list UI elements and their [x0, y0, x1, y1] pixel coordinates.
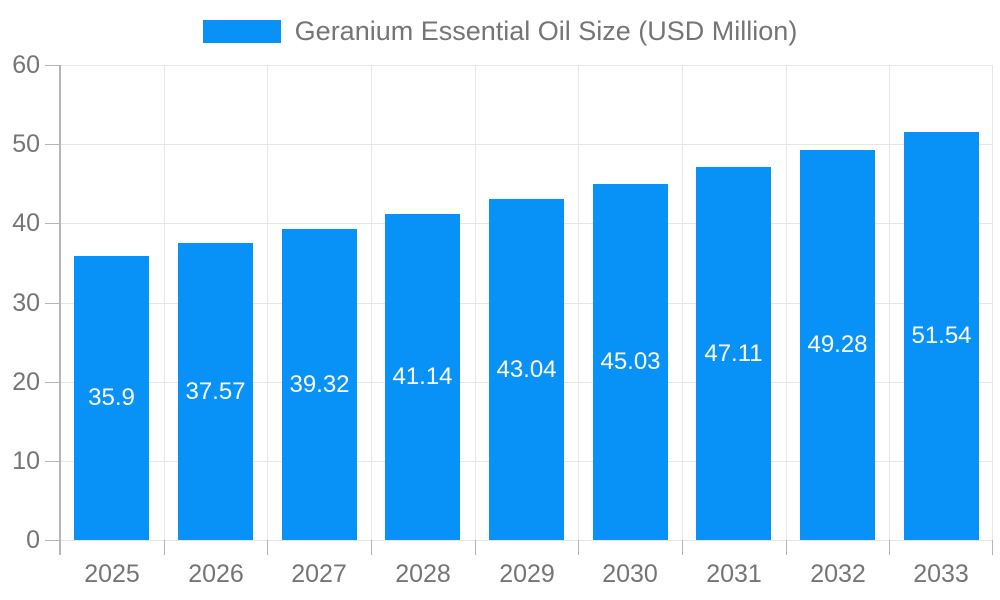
- bar-value-label: 37.57: [185, 377, 246, 405]
- y-axis-tick: [45, 461, 60, 462]
- x-axis-tick: [889, 540, 890, 555]
- x-axis-label: 2033: [913, 560, 969, 588]
- y-axis-label: 40: [12, 209, 40, 237]
- x-axis-label: 2026: [188, 560, 244, 588]
- x-axis-tick: [682, 540, 683, 555]
- x-axis-tick: [371, 540, 372, 555]
- x-axis-label: 2029: [499, 560, 555, 588]
- y-axis-label: 0: [26, 526, 40, 554]
- bar-value-label: 45.03: [600, 348, 661, 375]
- gridline-vertical: [475, 65, 476, 540]
- x-axis-tick: [992, 540, 993, 555]
- x-axis-label: 2030: [602, 560, 658, 588]
- y-axis-label: 30: [12, 289, 40, 317]
- bar-2025[interactable]: 35.9: [74, 256, 149, 540]
- legend-swatch: [202, 19, 281, 43]
- gridline-horizontal: [60, 540, 993, 541]
- bar-2032[interactable]: 49.28: [800, 150, 875, 540]
- x-axis-tick: [164, 540, 165, 555]
- bar-value-label: 47.11: [704, 339, 763, 367]
- gridline-vertical: [682, 65, 683, 540]
- bar-2033[interactable]: 51.54: [904, 132, 979, 540]
- bar-2026[interactable]: 37.57: [178, 243, 253, 540]
- bar-value-label: 49.28: [807, 331, 868, 358]
- legend[interactable]: Geranium Essential Oil Size (USD Million…: [0, 16, 1000, 46]
- gridline-vertical: [786, 65, 787, 540]
- gridline-vertical: [371, 65, 372, 540]
- bar-value-label: 43.04: [496, 355, 557, 383]
- bar-value-label: 39.32: [289, 370, 350, 398]
- gridline-vertical: [578, 65, 579, 540]
- bar-2031[interactable]: 47.11: [696, 167, 771, 540]
- x-axis-label: 2031: [706, 560, 762, 588]
- y-axis-label: 60: [12, 51, 40, 79]
- gridline-horizontal: [60, 65, 993, 66]
- x-axis-tick: [578, 540, 579, 555]
- x-axis-label: 2028: [395, 560, 451, 588]
- legend-label: Geranium Essential Oil Size (USD Million…: [294, 15, 798, 46]
- y-axis-tick: [45, 144, 60, 145]
- gridline-vertical: [992, 65, 993, 540]
- x-axis-tick: [786, 540, 787, 555]
- y-axis-tick: [45, 303, 60, 304]
- x-axis-label: 2032: [810, 560, 866, 588]
- x-axis-tick: [475, 540, 476, 555]
- y-axis-line: [59, 65, 61, 555]
- gridline-vertical: [267, 65, 268, 540]
- gridline-horizontal: [60, 144, 993, 145]
- x-axis-label: 2025: [84, 560, 140, 588]
- y-axis-tick: [45, 540, 60, 541]
- x-axis-tick: [267, 540, 268, 555]
- y-axis-label: 50: [12, 130, 40, 158]
- bar-2027[interactable]: 39.32: [282, 229, 357, 540]
- bar-2030[interactable]: 45.03: [593, 184, 668, 540]
- bar-value-label: 35.9: [88, 384, 135, 411]
- x-axis-label: 2027: [291, 560, 347, 588]
- y-axis-label: 20: [12, 368, 40, 396]
- y-axis-tick: [45, 223, 60, 224]
- y-axis-tick: [45, 65, 60, 66]
- bar-value-label: 51.54: [911, 322, 972, 349]
- gridline-vertical: [889, 65, 890, 540]
- plot-area: 0 10 20 30 40 50 60 35.9 2025 37.57 2026 39.32 2027 4…: [12, 51, 993, 588]
- bar-2029[interactable]: 43.04: [489, 199, 564, 540]
- gridline-vertical: [164, 65, 165, 540]
- bar-value-label: 41.14: [392, 363, 453, 390]
- y-axis-tick: [45, 382, 60, 383]
- y-axis-label: 10: [12, 447, 40, 475]
- bar-2028[interactable]: 41.14: [385, 214, 460, 540]
